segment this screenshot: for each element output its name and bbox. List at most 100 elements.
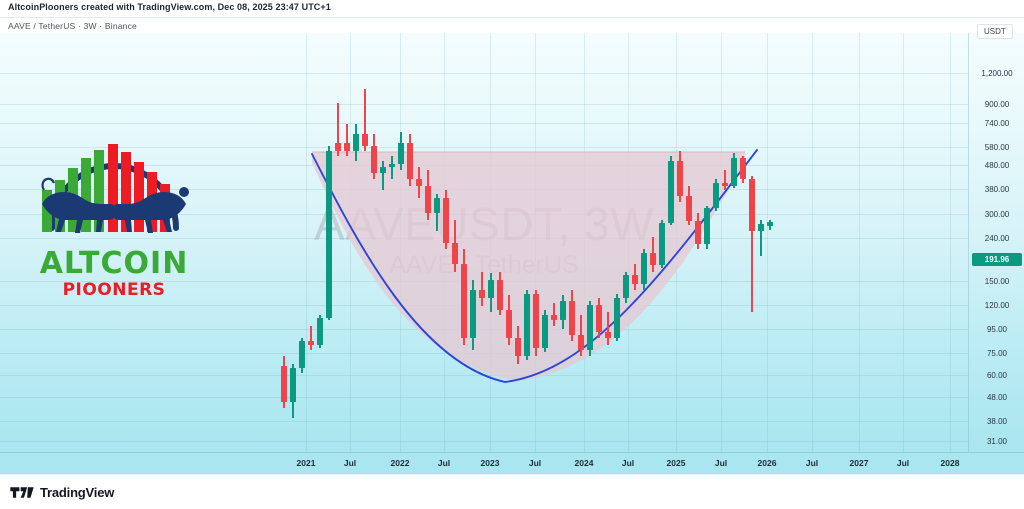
candle-body: [578, 334, 584, 351]
candle-body: [695, 221, 701, 244]
grid-line-vertical: [903, 33, 904, 452]
candle-body: [371, 145, 377, 173]
grid-line-vertical: [859, 33, 860, 452]
time-tick: 2021: [296, 458, 316, 468]
candle-body: [632, 275, 638, 285]
candle-wick: [310, 325, 312, 351]
candle-wick: [346, 124, 348, 156]
header-divider: [0, 17, 1024, 18]
price-tick: 95.00: [986, 325, 1008, 334]
candle-body: [317, 317, 323, 345]
candle-wick: [364, 88, 366, 151]
candle-body: [281, 365, 287, 402]
price-tick: 480.00: [984, 161, 1010, 170]
candle-body: [326, 150, 332, 318]
time-tick: 2027: [849, 458, 869, 468]
candle-body: [506, 309, 512, 339]
price-tick: 75.00: [986, 349, 1008, 358]
price-tick: 740.00: [984, 119, 1010, 128]
time-tick: Jul: [621, 458, 635, 468]
grid-line-horizontal: [0, 73, 968, 74]
candle-body: [416, 179, 422, 187]
candle-body: [524, 294, 530, 356]
candle-body: [641, 252, 647, 285]
cup-and-handle-pattern: [311, 149, 758, 383]
cup-fill-region: [312, 152, 745, 381]
candle-body: [560, 300, 566, 321]
price-tick: 300.00: [984, 210, 1010, 219]
candle-body: [614, 298, 620, 339]
time-tick: 2023: [480, 458, 500, 468]
grid-line-vertical: [950, 33, 951, 452]
chart-canvas[interactable]: AAVEUSDT, 3W AAVE / TetherUS: [0, 33, 968, 452]
price-tick: 60.00: [986, 371, 1008, 380]
candle-body: [407, 143, 413, 180]
grid-line-horizontal: [0, 104, 968, 105]
candle-body: [668, 161, 674, 223]
candle-wick: [607, 312, 609, 345]
candlestick-series[interactable]: [0, 33, 968, 452]
time-tick: Jul: [437, 458, 451, 468]
price-tick: 120.00: [984, 301, 1010, 310]
candle-body: [308, 341, 314, 345]
footer-bar: TradingView: [0, 474, 1024, 509]
candle-body: [686, 195, 692, 222]
tradingview-logo-icon: [10, 486, 34, 499]
candle-body: [488, 280, 494, 299]
candle-wick: [724, 169, 726, 191]
time-axis[interactable]: 2021 Jul 2022 Jul 2023 Jul 2024 Jul 2025 Jul 2026 J…: [0, 452, 1024, 474]
grid-line-vertical: [767, 33, 768, 452]
price-axis[interactable]: USDT 1,200.00 900.00 740.00 580.00 480.00 380…: [968, 24, 1024, 485]
grid-line-horizontal: [0, 441, 968, 442]
candle-body: [542, 314, 548, 349]
candle-body: [722, 182, 728, 187]
candle-body: [362, 134, 368, 146]
candle-wick: [553, 302, 555, 326]
candle-body: [398, 143, 404, 164]
price-tick: 150.00: [984, 277, 1010, 286]
candle-body: [461, 263, 467, 339]
candle-body: [659, 222, 665, 266]
candle-wick: [760, 220, 762, 257]
current-price-badge: 191.96: [972, 253, 1022, 266]
price-tick: 380.00: [984, 185, 1010, 194]
time-tick: 2025: [666, 458, 686, 468]
candle-body: [596, 305, 602, 332]
candle-body: [704, 208, 710, 244]
grid-line-vertical: [812, 33, 813, 452]
candle-body: [569, 300, 575, 335]
candle-body: [650, 252, 656, 266]
grid-line-horizontal: [0, 421, 968, 422]
candle-body: [479, 289, 485, 299]
candle-body: [533, 294, 539, 349]
candle-body: [731, 158, 737, 187]
candle-body: [758, 224, 764, 231]
candle-body: [515, 338, 521, 356]
time-tick: Jul: [896, 458, 910, 468]
symbol-info-line: AAVE / TetherUS · 3W · Binance: [8, 21, 137, 31]
grid-line-horizontal: [0, 123, 968, 124]
price-tick: 580.00: [984, 143, 1010, 152]
price-tick: 1,200.00: [981, 69, 1013, 78]
attribution-text: AltcoinPlooners created with TradingView…: [8, 2, 331, 12]
candle-body: [767, 222, 773, 227]
price-tick: 31.00: [986, 437, 1008, 446]
grid-line-vertical: [350, 33, 351, 452]
tradingview-wordmark: TradingView: [40, 484, 115, 500]
grid-line-vertical: [306, 33, 307, 452]
time-tick: Jul: [714, 458, 728, 468]
candle-body: [605, 331, 611, 339]
time-tick: 2024: [574, 458, 594, 468]
candle-body: [425, 186, 431, 213]
candle-body: [299, 341, 305, 369]
time-tick: 2022: [390, 458, 410, 468]
candle-wick: [337, 103, 339, 156]
price-tick: 240.00: [984, 234, 1010, 243]
candle-body: [623, 275, 629, 299]
price-tick: 48.00: [986, 393, 1008, 402]
grid-line-vertical: [721, 33, 722, 452]
time-tick: 2028: [940, 458, 960, 468]
time-tick: Jul: [805, 458, 819, 468]
candle-body: [344, 143, 350, 151]
